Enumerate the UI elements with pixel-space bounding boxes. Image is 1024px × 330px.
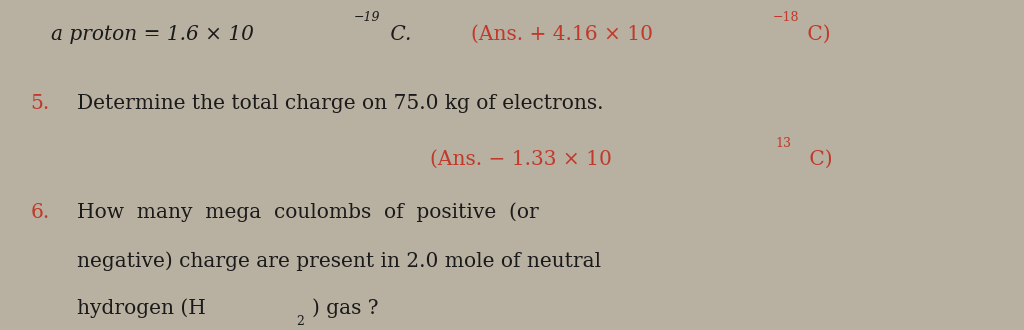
Text: C.: C. bbox=[384, 25, 412, 44]
Text: C): C) bbox=[801, 25, 830, 44]
Text: negative) charge are present in 2.0 mole of neutral: negative) charge are present in 2.0 mole… bbox=[77, 252, 601, 271]
Text: −19: −19 bbox=[353, 12, 380, 24]
Text: How  many  mega  coulombs  of  positive  (or: How many mega coulombs of positive (or bbox=[77, 202, 539, 222]
Text: 2: 2 bbox=[296, 315, 304, 328]
Text: a proton = 1.6 × 10: a proton = 1.6 × 10 bbox=[51, 25, 254, 44]
Text: Determine the total charge on 75.0 kg of electrons.: Determine the total charge on 75.0 kg of… bbox=[77, 94, 603, 113]
Text: (Ans. + 4.16 × 10: (Ans. + 4.16 × 10 bbox=[471, 25, 653, 44]
Text: 5.: 5. bbox=[31, 94, 50, 113]
Text: C): C) bbox=[803, 150, 833, 169]
Text: (Ans. − 1.33 × 10: (Ans. − 1.33 × 10 bbox=[430, 150, 612, 169]
Text: hydrogen (H: hydrogen (H bbox=[77, 298, 206, 317]
Text: −18: −18 bbox=[773, 12, 800, 24]
Text: 13: 13 bbox=[775, 137, 792, 150]
Text: ) gas ?: ) gas ? bbox=[312, 298, 379, 317]
Text: 6.: 6. bbox=[31, 203, 50, 222]
